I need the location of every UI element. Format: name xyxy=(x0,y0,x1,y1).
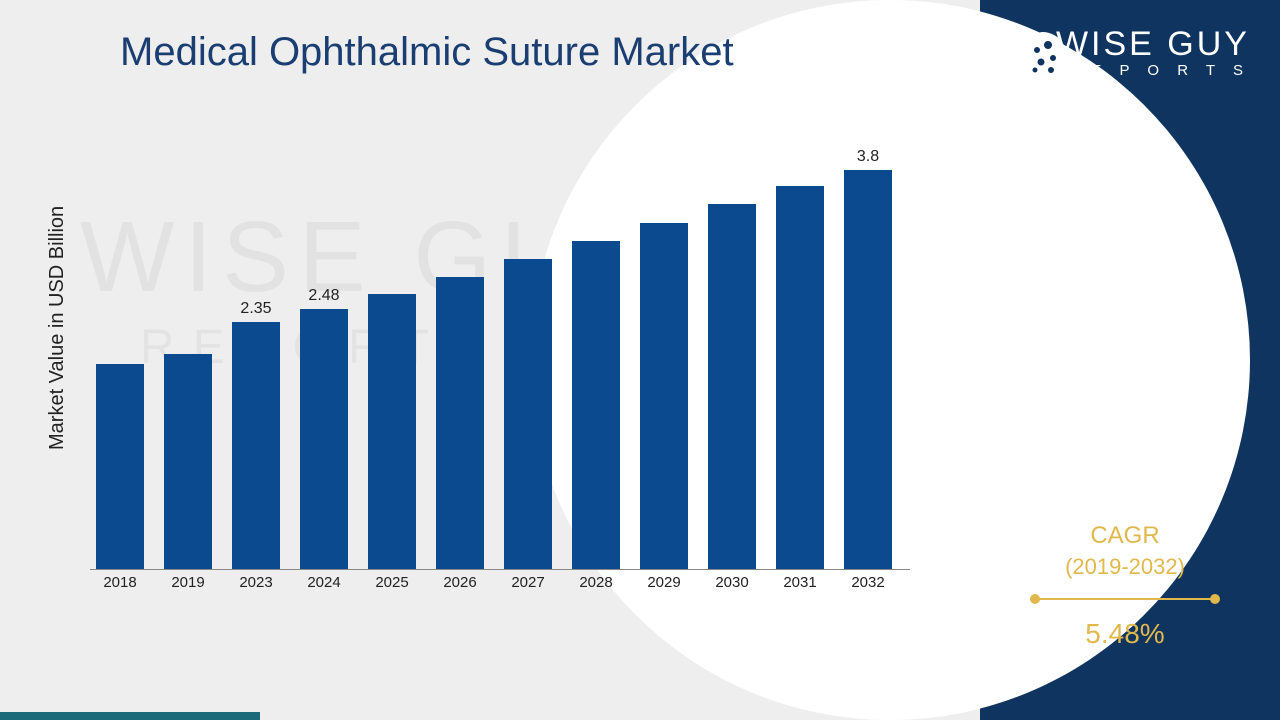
x-axis-tick: 2025 xyxy=(362,574,422,591)
chart-title: Medical Ophthalmic Suture Market xyxy=(120,30,734,75)
bar-group xyxy=(436,277,484,569)
x-axis-tick: 2024 xyxy=(294,574,354,591)
x-axis-tick: 2019 xyxy=(158,574,218,591)
x-axis-tick: 2027 xyxy=(498,574,558,591)
bar xyxy=(96,364,144,569)
cagr-years: (2019-2032) xyxy=(1015,554,1235,580)
bar xyxy=(300,309,348,569)
cagr-divider xyxy=(1035,598,1215,600)
bar xyxy=(640,223,688,570)
x-axis-tick: 2023 xyxy=(226,574,286,591)
cagr-block: CAGR (2019-2032) 5.48% xyxy=(1015,522,1235,650)
bar-value-label: 2.48 xyxy=(300,287,348,305)
x-axis-tick: 2030 xyxy=(702,574,762,591)
bar xyxy=(844,170,892,569)
cagr-label: CAGR xyxy=(1015,522,1235,550)
bar-group xyxy=(640,223,688,570)
bar-group: 2.35 xyxy=(232,322,280,569)
bar-group xyxy=(96,364,144,569)
bar-group: 3.8 xyxy=(844,170,892,569)
x-axis-tick: 2028 xyxy=(566,574,626,591)
logo-line2: R E P O R T S xyxy=(1056,62,1250,79)
bar-group xyxy=(368,294,416,569)
bar-group: 2.48 xyxy=(300,309,348,569)
x-axis-tick: 2026 xyxy=(430,574,490,591)
y-axis-label: Market Value in USD Billion xyxy=(46,206,69,450)
bar xyxy=(776,186,824,569)
brand-logo: WISE GUY R E P O R T S xyxy=(1056,25,1250,79)
footer-accent-bar xyxy=(0,712,260,720)
x-axis-tick: 2032 xyxy=(838,574,898,591)
bar-group xyxy=(708,204,756,569)
bar-group xyxy=(504,259,552,569)
bar xyxy=(572,241,620,569)
bar xyxy=(232,322,280,569)
bar xyxy=(164,354,212,569)
bar-group xyxy=(572,241,620,569)
x-axis-tick: 2029 xyxy=(634,574,694,591)
x-axis-tick: 2031 xyxy=(770,574,830,591)
bar xyxy=(504,259,552,569)
cagr-value: 5.48% xyxy=(1015,618,1235,650)
chart-area: Market Value in USD Billion 201820192.35… xyxy=(40,150,920,630)
logo-line1: WISE GUY xyxy=(1056,25,1250,64)
bar xyxy=(708,204,756,569)
bar-group xyxy=(776,186,824,569)
bar xyxy=(436,277,484,569)
bar-group xyxy=(164,354,212,569)
plot-area: 201820192.3520232.4820242025202620272028… xyxy=(90,150,910,570)
bar-value-label: 3.8 xyxy=(844,148,892,166)
bar xyxy=(368,294,416,569)
bar-value-label: 2.35 xyxy=(232,300,280,318)
page-root: WISE GUY REPORTS Medical Ophthalmic Sutu… xyxy=(0,0,1280,720)
x-axis-tick: 2018 xyxy=(90,574,150,591)
